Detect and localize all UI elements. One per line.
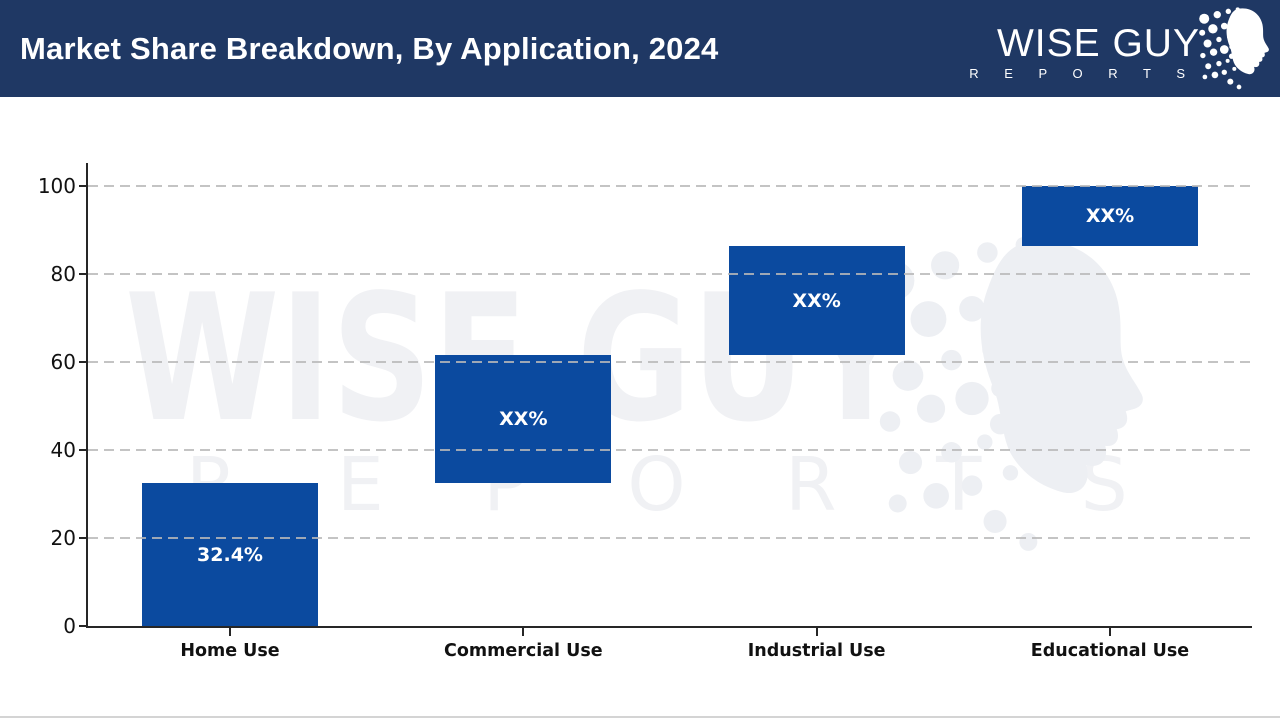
page-title: Market Share Breakdown, By Application, …: [20, 30, 719, 66]
bar-educational-use: [1021, 186, 1198, 246]
gridline-80: [88, 273, 1256, 275]
x-tick-mark: [229, 627, 231, 636]
bar-home-use: [142, 483, 318, 626]
bottom-divider: [0, 716, 1280, 718]
gridline-40: [88, 449, 1256, 451]
bar-value-label: XX%: [792, 289, 841, 312]
y-tick-mark: [79, 625, 88, 627]
logo-sub-text: R E P O R T S: [969, 66, 1196, 81]
wiseguy-logo: WISE GUY R E P O R T S: [969, 0, 1269, 97]
x-tick-mark: [522, 627, 525, 636]
y-axis-spine: [86, 163, 88, 628]
y-axis-tick-60: 60: [50, 350, 76, 374]
x-axis-label-industrial-use: Industrial Use: [747, 641, 886, 661]
gridline-20: [88, 537, 1256, 539]
y-axis-tick-80: 80: [50, 262, 76, 286]
logo-name-text: WISE GUY: [996, 22, 1200, 65]
x-axis-label-home-use: Home Use: [180, 641, 280, 661]
bar-commercial-use: [435, 355, 612, 484]
x-tick-mark: [1108, 627, 1111, 636]
watermark-head-icon: [875, 237, 1143, 551]
header-bar: Market Share Breakdown, By Application, …: [0, 0, 1280, 97]
y-axis-tick-20: 20: [50, 526, 76, 550]
x-axis-label-commercial-use: Commercial Use: [444, 641, 603, 661]
y-tick-mark: [79, 273, 88, 275]
bar-industrial-use: [728, 245, 905, 356]
y-axis-tick-100: 100: [37, 174, 76, 198]
y-tick-mark: [79, 185, 88, 187]
y-tick-mark: [79, 449, 88, 451]
bar-value-label: 32.4%: [197, 543, 263, 566]
y-axis-tick-40: 40: [50, 438, 76, 462]
y-axis-tick-0: 0: [63, 614, 76, 638]
gridline-100: [88, 185, 1256, 187]
y-tick-mark: [79, 361, 88, 363]
x-tick-mark: [815, 627, 818, 636]
gridline-60: [88, 361, 1256, 363]
x-axis-spine: [86, 626, 1252, 628]
y-tick-mark: [79, 537, 88, 539]
bar-value-label: XX%: [1085, 204, 1135, 227]
x-axis-label-educational-use: Educational Use: [1030, 641, 1190, 661]
logo-head-icon: [1199, 7, 1269, 90]
bar-value-label: XX%: [499, 408, 548, 431]
